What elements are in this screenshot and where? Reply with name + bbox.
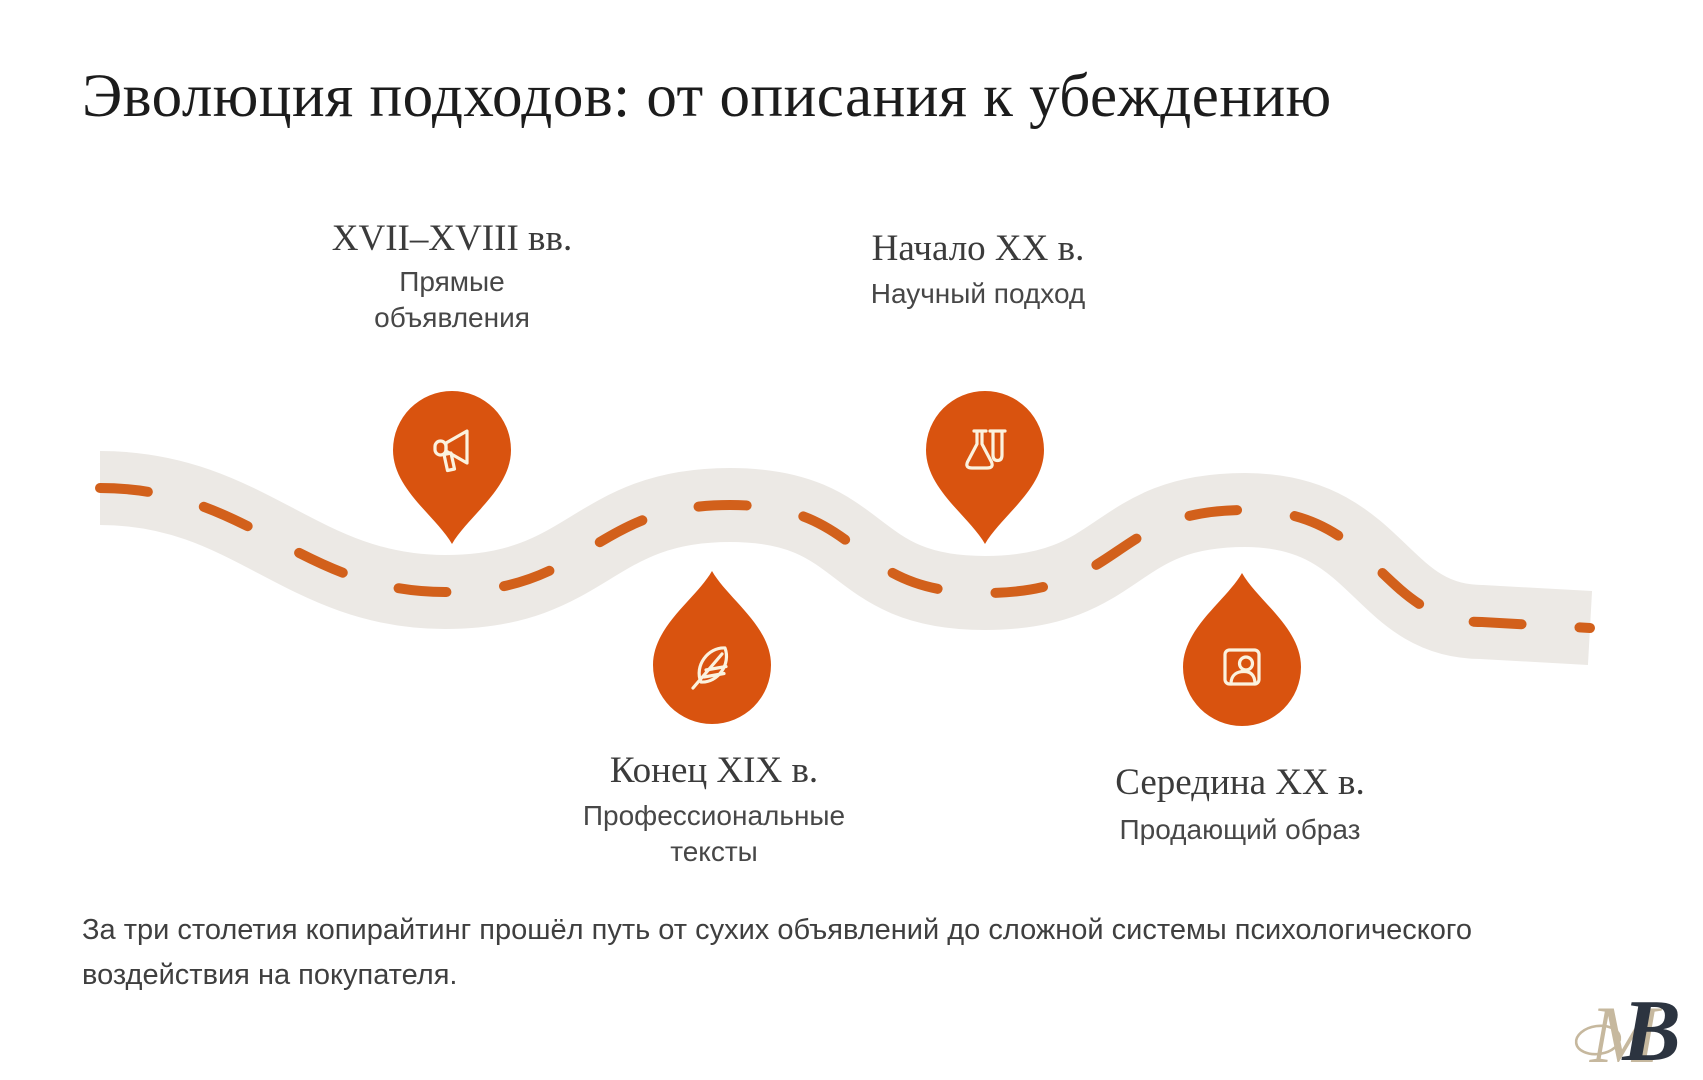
milestone-1-period: XVII–XVIII вв. <box>331 218 573 259</box>
milestone-4-period: Середина XX в. <box>1115 762 1365 803</box>
logo-flourish-icon <box>1574 1024 1622 1056</box>
milestone-2-label: Научный подход <box>870 278 1086 309</box>
slide-title: Эволюция подходов: от описания к убежден… <box>82 63 1332 130</box>
milestone-1-label: Прямые объявления <box>374 266 530 333</box>
road-dashed-centerline <box>95 483 1595 633</box>
summary-text: За три столетия копирайтинг прошёл путь … <box>82 914 1472 991</box>
milestone-4-label: Продающий образ <box>1119 814 1361 845</box>
milestone-2-period: Начало XX в. <box>871 228 1085 269</box>
milestone-3-period: Конец XIX в. <box>609 750 819 791</box>
road-band <box>99 451 1593 665</box>
milestone-3-label: Профессиональные тексты <box>582 800 846 867</box>
logo-letter-m: M <box>1589 989 1659 1080</box>
brand-logo: M B <box>1572 984 1681 1076</box>
logo-letter-b: B <box>1622 983 1681 1080</box>
